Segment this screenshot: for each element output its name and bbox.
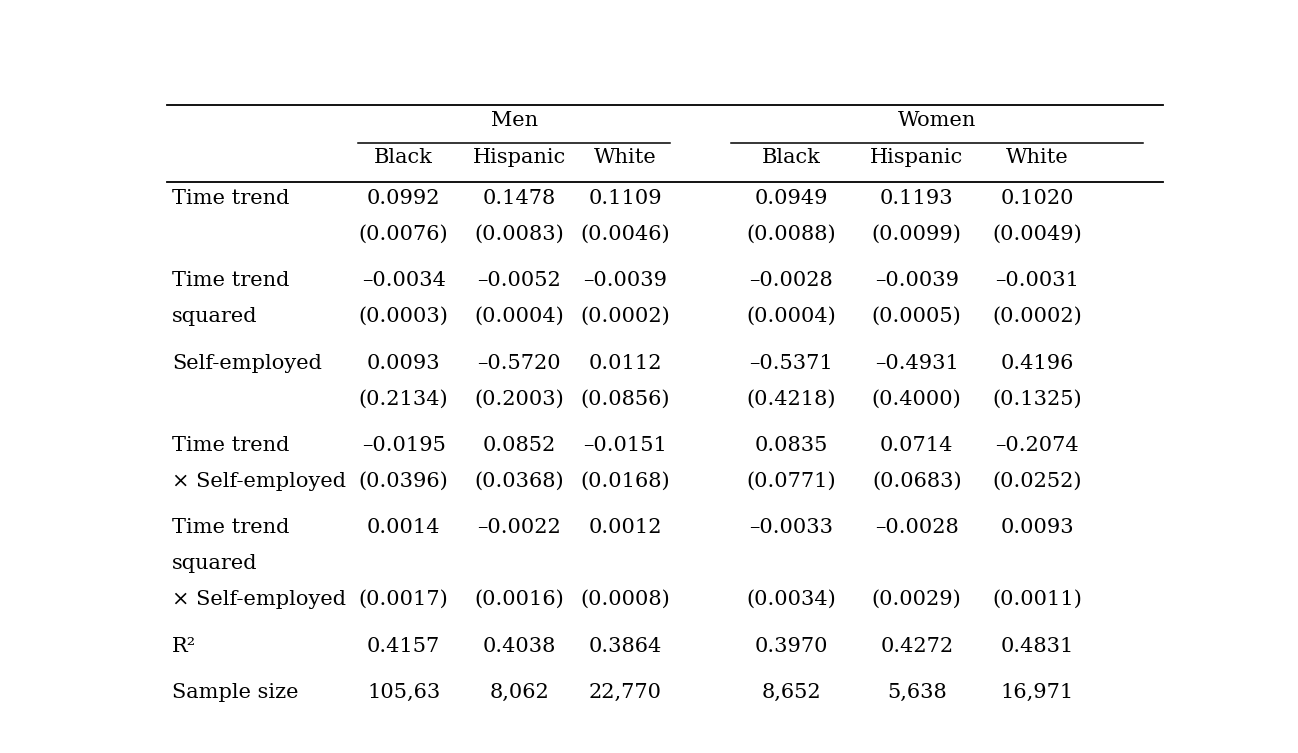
Text: –0.0031: –0.0031 bbox=[996, 271, 1080, 290]
Text: (0.0368): (0.0368) bbox=[475, 472, 565, 491]
Text: 5,638: 5,638 bbox=[887, 683, 946, 702]
Text: (0.0083): (0.0083) bbox=[475, 225, 565, 244]
Text: (0.0002): (0.0002) bbox=[580, 307, 670, 326]
Text: (0.0088): (0.0088) bbox=[746, 225, 836, 244]
Text: –0.0022: –0.0022 bbox=[478, 518, 561, 537]
Text: (0.0683): (0.0683) bbox=[872, 472, 962, 491]
Text: (0.0396): (0.0396) bbox=[358, 472, 449, 491]
Text: Hispanic: Hispanic bbox=[870, 148, 963, 167]
Text: (0.0003): (0.0003) bbox=[358, 307, 449, 326]
Text: Time trend: Time trend bbox=[173, 518, 289, 537]
Text: –0.2074: –0.2074 bbox=[996, 436, 1079, 455]
Text: Time trend: Time trend bbox=[173, 189, 289, 208]
Text: (0.0004): (0.0004) bbox=[475, 307, 565, 326]
Text: squared: squared bbox=[173, 554, 258, 573]
Text: × Self-employed: × Self-employed bbox=[173, 472, 347, 491]
Text: Self-employed: Self-employed bbox=[173, 354, 322, 373]
Text: (0.0034): (0.0034) bbox=[746, 590, 836, 609]
Text: (0.0004): (0.0004) bbox=[746, 307, 836, 326]
Text: 16,971: 16,971 bbox=[1001, 683, 1073, 702]
Text: (0.0168): (0.0168) bbox=[580, 472, 670, 491]
Text: 105,63: 105,63 bbox=[367, 683, 440, 702]
Text: 0.4038: 0.4038 bbox=[483, 636, 556, 656]
Text: 0.0852: 0.0852 bbox=[483, 436, 556, 455]
Text: 0.1020: 0.1020 bbox=[1001, 189, 1075, 208]
Text: –0.5371: –0.5371 bbox=[749, 354, 833, 373]
Text: Women: Women bbox=[898, 111, 976, 130]
Text: (0.2134): (0.2134) bbox=[358, 389, 449, 409]
Text: 0.1193: 0.1193 bbox=[880, 189, 954, 208]
Text: 22,770: 22,770 bbox=[588, 683, 662, 702]
Text: 0.4196: 0.4196 bbox=[1001, 354, 1075, 373]
Text: –0.0034: –0.0034 bbox=[362, 271, 445, 290]
Text: –0.4931: –0.4931 bbox=[875, 354, 959, 373]
Text: Sample size: Sample size bbox=[173, 683, 299, 702]
Text: –0.0028: –0.0028 bbox=[875, 518, 959, 537]
Text: (0.0029): (0.0029) bbox=[872, 590, 962, 609]
Text: 0.0014: 0.0014 bbox=[367, 518, 440, 537]
Text: 0.4272: 0.4272 bbox=[880, 636, 953, 656]
Text: –0.5720: –0.5720 bbox=[478, 354, 561, 373]
Text: Hispanic: Hispanic bbox=[472, 148, 566, 167]
Text: (0.4218): (0.4218) bbox=[746, 389, 836, 409]
Text: Black: Black bbox=[762, 148, 820, 167]
Text: 0.0992: 0.0992 bbox=[367, 189, 440, 208]
Text: (0.0016): (0.0016) bbox=[475, 590, 565, 609]
Text: (0.4000): (0.4000) bbox=[872, 389, 962, 409]
Text: (0.0046): (0.0046) bbox=[580, 225, 670, 244]
Text: (0.2003): (0.2003) bbox=[475, 389, 565, 409]
Text: Black: Black bbox=[374, 148, 434, 167]
Text: Time trend: Time trend bbox=[173, 436, 289, 455]
Text: (0.0252): (0.0252) bbox=[993, 472, 1083, 491]
Text: 0.1478: 0.1478 bbox=[483, 189, 556, 208]
Text: (0.0049): (0.0049) bbox=[993, 225, 1083, 244]
Text: 8,062: 8,062 bbox=[489, 683, 549, 702]
Text: 0.0093: 0.0093 bbox=[1001, 518, 1075, 537]
Text: –0.0033: –0.0033 bbox=[749, 518, 833, 537]
Text: 0.3970: 0.3970 bbox=[754, 636, 828, 656]
Text: White: White bbox=[1006, 148, 1068, 167]
Text: 0.4157: 0.4157 bbox=[367, 636, 440, 656]
Text: Time trend: Time trend bbox=[173, 271, 289, 290]
Text: 0.1109: 0.1109 bbox=[588, 189, 662, 208]
Text: (0.1325): (0.1325) bbox=[993, 389, 1083, 409]
Text: White: White bbox=[593, 148, 657, 167]
Text: –0.0195: –0.0195 bbox=[362, 436, 445, 455]
Text: (0.0008): (0.0008) bbox=[580, 590, 670, 609]
Text: –0.0151: –0.0151 bbox=[583, 436, 667, 455]
Text: R²: R² bbox=[173, 636, 196, 656]
Text: × Self-employed: × Self-employed bbox=[173, 590, 347, 609]
Text: 0.0093: 0.0093 bbox=[367, 354, 440, 373]
Text: –0.0039: –0.0039 bbox=[875, 271, 959, 290]
Text: –0.0028: –0.0028 bbox=[749, 271, 833, 290]
Text: (0.0771): (0.0771) bbox=[746, 472, 836, 491]
Text: (0.0011): (0.0011) bbox=[993, 590, 1083, 609]
Text: squared: squared bbox=[173, 307, 258, 326]
Text: (0.0099): (0.0099) bbox=[872, 225, 962, 244]
Text: (0.0017): (0.0017) bbox=[358, 590, 449, 609]
Text: 0.0714: 0.0714 bbox=[880, 436, 954, 455]
Text: 0.0949: 0.0949 bbox=[754, 189, 828, 208]
Text: 0.3864: 0.3864 bbox=[588, 636, 662, 656]
Text: 8,652: 8,652 bbox=[761, 683, 820, 702]
Text: –0.0039: –0.0039 bbox=[583, 271, 667, 290]
Text: 0.0012: 0.0012 bbox=[588, 518, 662, 537]
Text: (0.0856): (0.0856) bbox=[580, 389, 670, 409]
Text: 0.4831: 0.4831 bbox=[1001, 636, 1075, 656]
Text: (0.0002): (0.0002) bbox=[993, 307, 1083, 326]
Text: –0.0052: –0.0052 bbox=[478, 271, 561, 290]
Text: 0.0112: 0.0112 bbox=[588, 354, 662, 373]
Text: (0.0005): (0.0005) bbox=[872, 307, 962, 326]
Text: Men: Men bbox=[491, 111, 537, 130]
Text: 0.0835: 0.0835 bbox=[754, 436, 828, 455]
Text: (0.0076): (0.0076) bbox=[358, 225, 449, 244]
